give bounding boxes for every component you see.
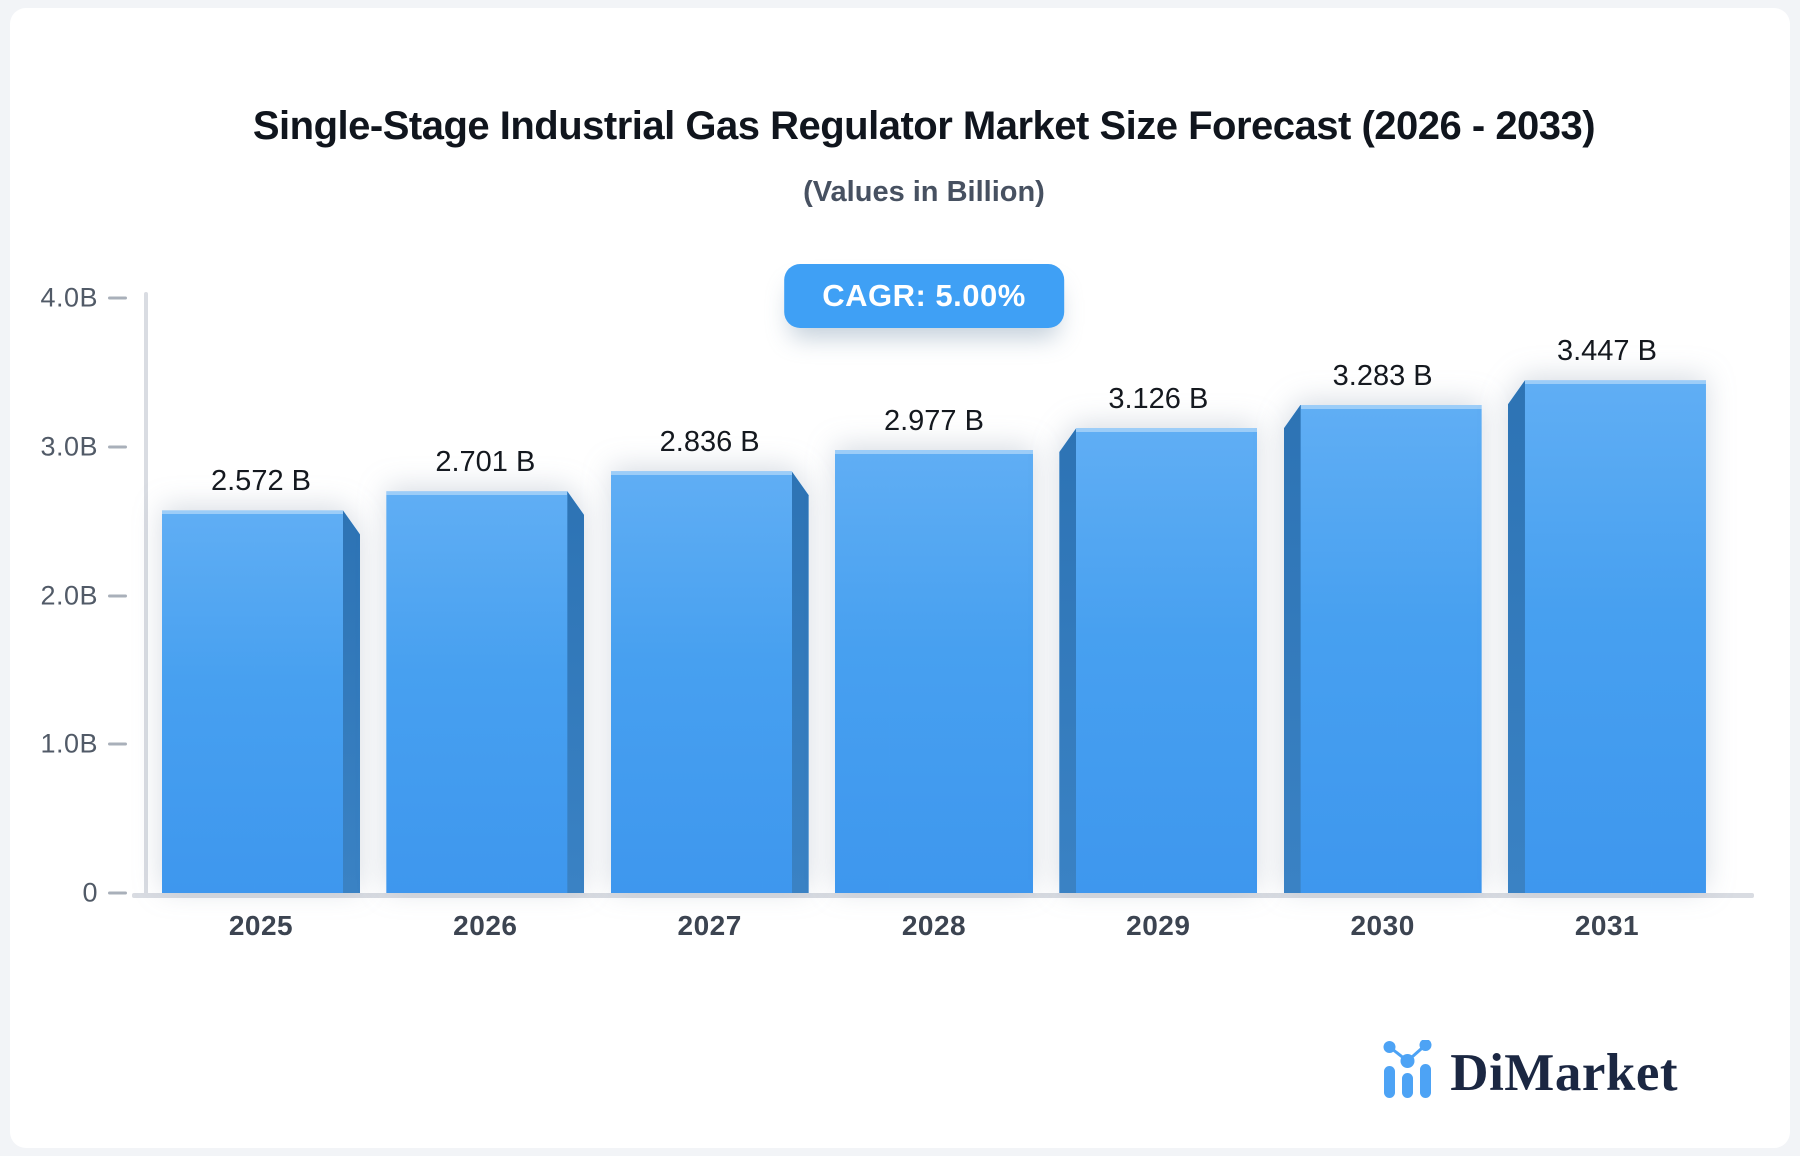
bar-group: 2.836 B: [611, 298, 809, 893]
bar-shadow: [611, 471, 809, 893]
bar-group: 3.283 B: [1283, 298, 1482, 893]
x-axis-labels: 2025 2026 2027 2028 2029 2030 2031: [162, 910, 1706, 942]
bar: [162, 510, 360, 893]
x-tick-label: 2026: [453, 910, 518, 941]
bar: [1507, 380, 1706, 893]
x-tick-label: 2028: [901, 910, 967, 941]
bar-shadow: [1283, 404, 1482, 893]
x-tick-label: 2029: [1126, 910, 1191, 941]
bar: [834, 450, 1033, 893]
y-tick-mark: [108, 891, 127, 895]
x-axis-baseline: [132, 893, 1754, 898]
dimarket-logo: DiMarket: [1382, 1039, 1678, 1105]
bar-value-label: 3.283 B: [1332, 359, 1433, 392]
y-tick-mark: [108, 296, 127, 300]
bar-group: 3.447 B: [1507, 298, 1706, 893]
y-tick-label: 3.0B: [40, 431, 98, 462]
bar-value-label: 2.836 B: [659, 426, 760, 459]
bar-value-label: 2.701 B: [435, 446, 536, 479]
bar-value-label: 2.572 B: [211, 465, 311, 498]
chart-title: Single-Stage Industrial Gas Regulator Ma…: [252, 104, 1596, 148]
bar-group: 3.126 B: [1059, 298, 1258, 893]
bar: [386, 491, 584, 893]
y-axis-line: [144, 292, 148, 896]
logo-wordmark: DiMarket: [1450, 1043, 1678, 1102]
chart-card: Single-Stage Industrial Gas Regulator Ma…: [10, 8, 1790, 1148]
bar-value-label: 2.977 B: [883, 405, 984, 438]
bar-value-label: 3.126 B: [1108, 383, 1209, 416]
bar-chart-trend-icon: [1382, 1039, 1436, 1105]
y-tick-mark: [108, 742, 127, 746]
y-tick-label: 2.0B: [40, 580, 98, 610]
bar-value-label: 3.447 B: [1556, 335, 1657, 368]
x-tick-label: 2030: [1350, 910, 1415, 941]
y-tick-label: 0: [82, 877, 98, 908]
bar-shadow: [386, 491, 584, 893]
x-tick-label: 2027: [677, 910, 742, 941]
cagr-badge: CAGR: 5.00%: [784, 264, 1064, 328]
y-tick-label: 4.0B: [40, 282, 98, 313]
y-tick-label: 1.0B: [40, 728, 98, 759]
bar-group: 2.572 B: [162, 298, 360, 893]
y-tick-mark: [108, 445, 127, 449]
bar-shadow: [1507, 380, 1706, 893]
y-tick-mark: [108, 594, 127, 597]
bar: [1283, 404, 1482, 893]
bar-group: 2.977 B: [834, 298, 1033, 893]
bar-shadow: [834, 450, 1033, 893]
chart-subtitle: (Values in Billion): [803, 176, 1045, 208]
y-axis: 4.0B 3.0B 2.0B 1.0B 0: [10, 283, 150, 908]
bar-shadow: [1059, 428, 1258, 893]
bar-series: 2.572 B 2.701 B 2.836 B 2.977 B 3.126 B 3.283…: [162, 298, 1706, 893]
x-tick-label: 2025: [228, 910, 294, 941]
bar-group: 2.701 B: [386, 298, 584, 893]
bar-shadow: [162, 510, 360, 893]
bar: [1059, 428, 1258, 893]
bar: [611, 471, 809, 893]
x-tick-label: 2031: [1574, 910, 1640, 941]
